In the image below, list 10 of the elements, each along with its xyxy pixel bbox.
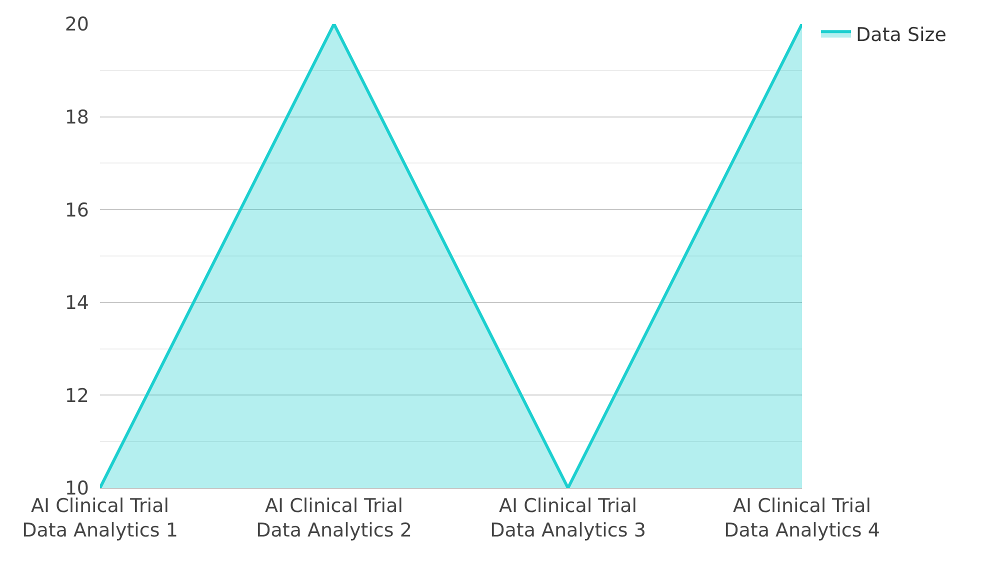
y-tick-label: 16: [64, 199, 89, 222]
y-tick-label: 14: [64, 292, 89, 314]
x-tick-label: AI Clinical Trial Data Analytics 3: [490, 494, 646, 542]
x-tick-label: AI Clinical Trial Data Analytics 1: [22, 494, 178, 542]
y-tick-label: 20: [64, 14, 89, 36]
legend-label: Data Size: [856, 24, 946, 46]
x-tick-label: AI Clinical Trial Data Analytics 2: [256, 494, 412, 542]
y-tick-label: 18: [64, 106, 89, 128]
x-tick-label: AI Clinical Trial Data Analytics 4: [724, 494, 880, 542]
y-tick-label: 12: [64, 384, 89, 407]
